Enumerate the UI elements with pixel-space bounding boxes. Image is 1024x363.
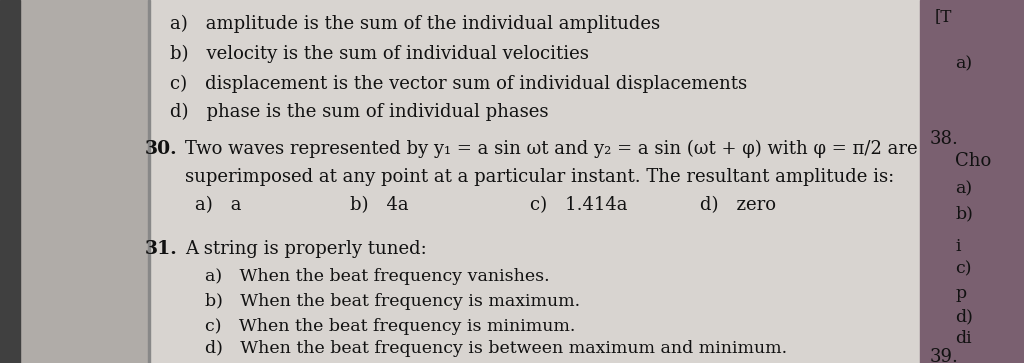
Text: b) When the beat frequency is maximum.: b) When the beat frequency is maximum. (205, 293, 581, 310)
Text: b): b) (955, 205, 973, 222)
Text: Two waves represented by y₁ = a sin ωt and y₂ = a sin (ωt + φ) with φ = π/2 are: Two waves represented by y₁ = a sin ωt a… (185, 140, 918, 158)
Text: a) amplitude is the sum of the individual amplitudes: a) amplitude is the sum of the individua… (170, 15, 660, 33)
Text: superimposed at any point at a particular instant. The resultant amplitude is:: superimposed at any point at a particula… (185, 168, 894, 186)
Text: Cho: Cho (955, 152, 991, 170)
Text: 39.: 39. (930, 348, 958, 363)
Bar (0, 0, 148, 363)
Text: p: p (955, 285, 966, 302)
Text: i: i (955, 238, 961, 255)
Text: a) When the beat frequency vanishes.: a) When the beat frequency vanishes. (205, 268, 550, 285)
Bar (148, 0, 150, 363)
Text: a): a) (955, 55, 972, 72)
Text: b) velocity is the sum of individual velocities: b) velocity is the sum of individual vel… (170, 45, 589, 63)
Text: A string is properly tuned:: A string is properly tuned: (185, 240, 427, 258)
Text: d) When the beat frequency is between maximum and minimum.: d) When the beat frequency is between ma… (205, 340, 787, 357)
Text: 31.: 31. (145, 240, 178, 258)
Text: c): c) (955, 260, 972, 277)
Bar (920, 0, 1024, 363)
Text: a) a: a) a (195, 196, 242, 214)
Text: b) 4a: b) 4a (350, 196, 409, 214)
Text: 30.: 30. (145, 140, 177, 158)
Text: [T: [T (935, 8, 952, 25)
Text: d): d) (955, 308, 973, 325)
Text: d) zero: d) zero (700, 196, 776, 214)
Text: c) displacement is the vector sum of individual displacements: c) displacement is the vector sum of ind… (170, 75, 748, 93)
Text: 38.: 38. (930, 130, 958, 148)
Text: c) 1.414a: c) 1.414a (530, 196, 628, 214)
Text: c) When the beat frequency is minimum.: c) When the beat frequency is minimum. (205, 318, 575, 335)
Text: di: di (955, 330, 972, 347)
Bar (0, 0, 20, 363)
Text: a): a) (955, 180, 972, 197)
Text: d) phase is the sum of individual phases: d) phase is the sum of individual phases (170, 103, 549, 121)
